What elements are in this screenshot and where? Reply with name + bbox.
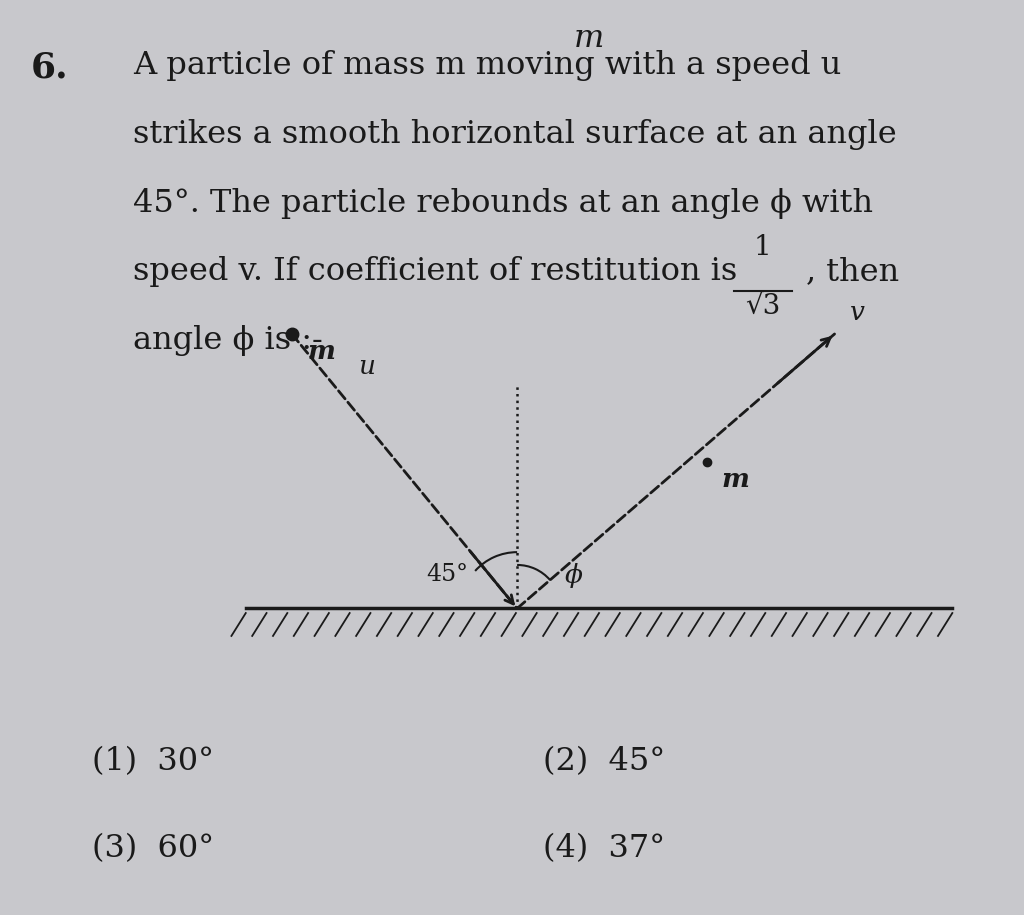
Text: angle ϕ is :-: angle ϕ is :- [133, 325, 323, 356]
Text: 45°. The particle rebounds at an angle ϕ with: 45°. The particle rebounds at an angle ϕ… [133, 188, 873, 219]
Text: m: m [722, 467, 750, 491]
Text: ϕ: ϕ [564, 564, 583, 588]
Text: (4)  37°: (4) 37° [543, 833, 665, 864]
Text: (1)  30°: (1) 30° [92, 746, 214, 777]
Text: 1: 1 [754, 233, 772, 261]
Text: strikes a smooth horizontal surface at an angle: strikes a smooth horizontal surface at a… [133, 119, 897, 150]
Text: speed v. If coefficient of restitution is: speed v. If coefficient of restitution i… [133, 256, 748, 287]
Text: 6.: 6. [31, 50, 69, 84]
Text: m: m [573, 23, 604, 54]
Text: (2)  45°: (2) 45° [543, 746, 665, 777]
Text: , then: , then [806, 256, 899, 287]
Text: (3)  60°: (3) 60° [92, 833, 214, 864]
Text: v: v [850, 300, 865, 325]
Text: √3: √3 [745, 293, 780, 320]
Text: u: u [358, 353, 376, 379]
Text: m: m [307, 339, 335, 363]
Text: A particle of mass m moving with a speed u: A particle of mass m moving with a speed… [133, 50, 842, 81]
Text: 45°: 45° [426, 563, 469, 586]
